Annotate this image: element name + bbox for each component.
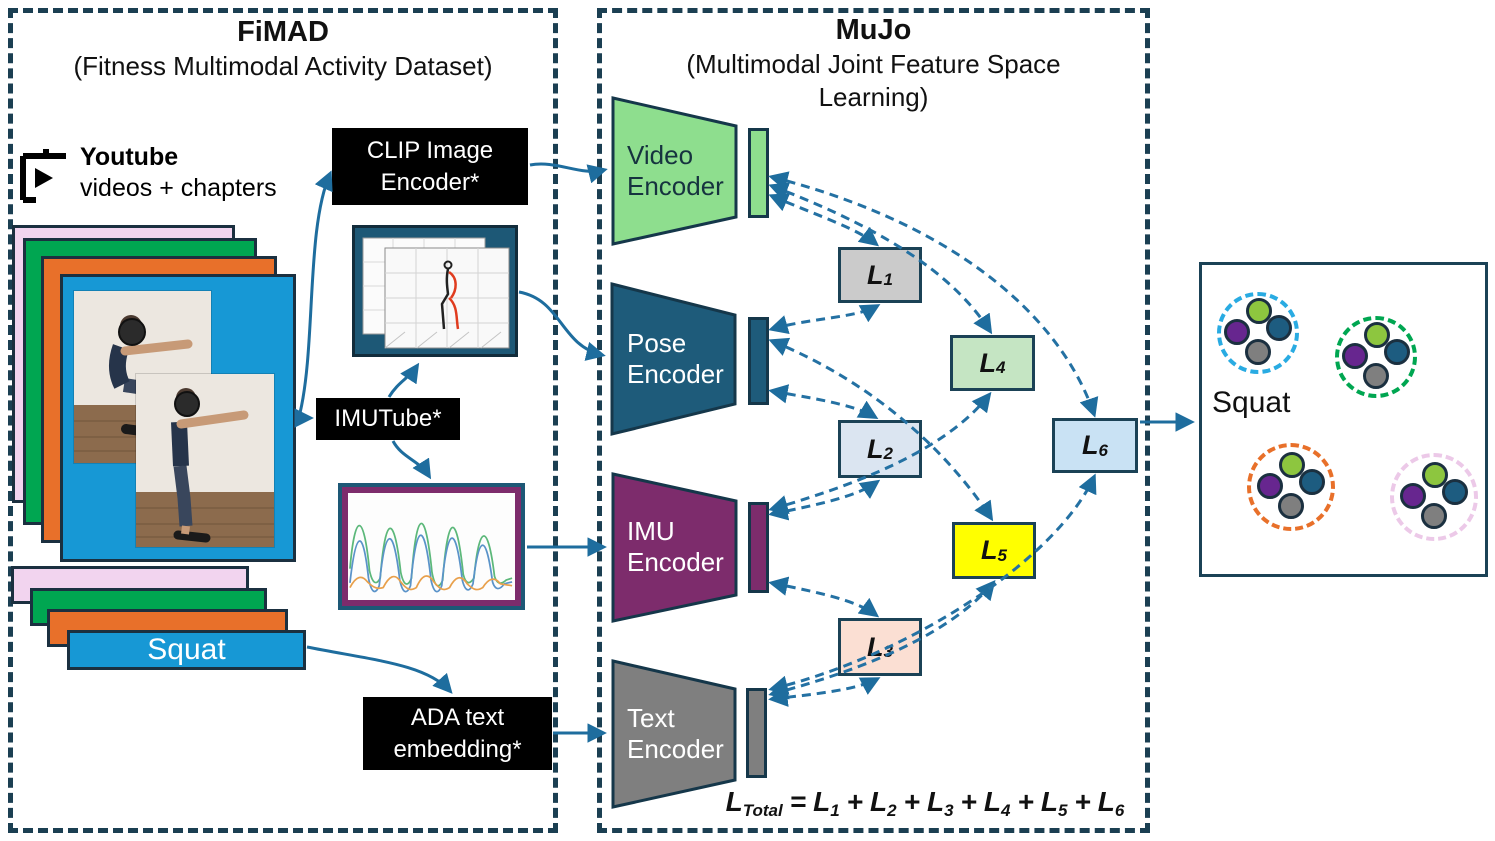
cluster-dot-imu — [1400, 483, 1426, 509]
clip-image-encoder-label: CLIP Image Encoder* — [366, 137, 494, 196]
fimad-panel-border — [8, 8, 558, 833]
text-encoder-label: Text Encoder — [627, 703, 724, 764]
cluster-dot-text — [1363, 363, 1389, 389]
total-loss-formula: LTotal = L1 + L2 + L3 + L4 + L5 + L6 — [725, 786, 1125, 820]
text-embedding-bar — [746, 688, 767, 778]
cluster-pink — [1390, 453, 1478, 541]
cluster-dot-pose — [1442, 479, 1468, 505]
output-cluster-label: Squat — [1212, 386, 1291, 419]
pose-embedding-bar — [748, 317, 769, 405]
ada-text-embedding-box: ADA text embedding* — [363, 697, 552, 770]
fimad-title: FiMAD — [237, 16, 329, 48]
imu-embedding-bar — [748, 502, 769, 593]
text-encoder-shape — [611, 659, 737, 809]
youtube-label: Youtube — [80, 143, 179, 171]
imu-signal-plot — [338, 483, 525, 610]
activity-label: Squat — [147, 633, 226, 666]
video-encoder-shape — [611, 96, 738, 246]
cluster-blue — [1217, 292, 1299, 374]
cluster-dot-pose — [1299, 469, 1325, 495]
video-encoder-label: Video Encoder — [627, 140, 724, 201]
cluster-dot-imu — [1224, 319, 1250, 345]
squat-photo-up — [136, 374, 274, 547]
cluster-dot-text — [1421, 503, 1447, 529]
cluster-dot-text — [1245, 339, 1271, 365]
mujo-subtitle: (Multimodal Joint Feature Space Learning… — [686, 49, 1061, 112]
cluster-dot-imu — [1257, 473, 1283, 499]
pose-3d-plot — [352, 225, 518, 357]
clip-image-encoder-box: CLIP Image Encoder* — [332, 128, 528, 205]
label-bar-squat: Squat — [67, 630, 306, 670]
cluster-green — [1335, 316, 1417, 398]
ada-text-embedding-label: ADA text embedding* — [393, 704, 522, 763]
imutube-box: IMUTube* — [316, 398, 460, 440]
imu-encoder-shape — [611, 472, 738, 623]
cluster-dot-pose — [1266, 315, 1292, 341]
video-embedding-bar — [748, 128, 769, 218]
cluster-dot-imu — [1342, 343, 1368, 369]
imutube-label: IMUTube* — [334, 405, 442, 433]
pose-encoder-shape — [610, 282, 737, 436]
cluster-dot-text — [1278, 493, 1304, 519]
imu-encoder-label: IMU Encoder — [627, 516, 724, 577]
fimad-subtitle: (Fitness Multimodal Activity Dataset) — [73, 51, 493, 81]
cluster-orange — [1247, 443, 1335, 531]
youtube-play-icon — [20, 149, 66, 203]
pose-encoder-label: Pose Encoder — [627, 328, 724, 389]
mujo-title: MuJo — [835, 14, 912, 46]
youtube-sublabel: videos + chapters — [80, 174, 277, 202]
cluster-dot-pose — [1384, 339, 1410, 365]
